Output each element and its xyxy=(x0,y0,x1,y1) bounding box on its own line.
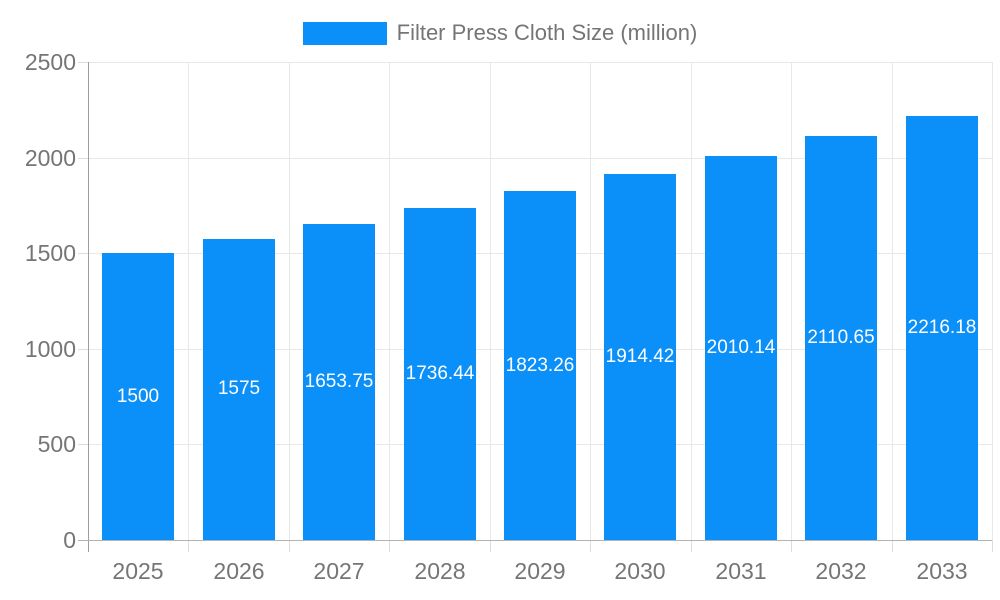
x-axis-tick-label: 2029 xyxy=(514,558,566,584)
y-axis-tick xyxy=(78,253,88,254)
gridline-vertical xyxy=(791,62,792,540)
x-axis-tick-label: 2025 xyxy=(112,558,164,584)
gridline-vertical xyxy=(289,62,290,540)
y-axis-tick xyxy=(78,444,88,445)
y-axis-tick-label: 1500 xyxy=(24,240,76,266)
gridline-horizontal xyxy=(88,62,992,63)
x-axis-tick-label: 2033 xyxy=(916,558,968,584)
legend-swatch xyxy=(302,21,387,45)
y-axis-tick-label: 500 xyxy=(37,431,76,457)
x-axis-tick xyxy=(791,540,792,552)
x-axis-tick xyxy=(892,540,893,552)
legend-label: Filter Press Cloth Size (million) xyxy=(396,20,698,45)
x-axis-tick xyxy=(490,540,491,552)
y-axis-tick xyxy=(78,349,88,350)
x-axis-tick xyxy=(389,540,390,552)
legend[interactable]: Filter Press Cloth Size (million) xyxy=(0,20,1000,46)
bar[interactable] xyxy=(404,208,476,540)
gridline-vertical xyxy=(892,62,893,540)
x-axis-tick-label: 2032 xyxy=(815,558,867,584)
x-axis-tick-label: 2031 xyxy=(715,558,767,584)
x-axis-tick xyxy=(289,540,290,552)
bar[interactable] xyxy=(303,224,375,540)
gridline-vertical xyxy=(691,62,692,540)
x-axis-tick-label: 2027 xyxy=(313,558,365,584)
gridline-vertical xyxy=(490,62,491,540)
y-axis-tick xyxy=(78,62,88,63)
x-axis-tick xyxy=(188,540,189,552)
y-axis-tick-label: 2500 xyxy=(24,49,76,75)
bar[interactable] xyxy=(604,174,676,540)
bar[interactable] xyxy=(705,156,777,540)
y-axis-tick-label: 2000 xyxy=(24,145,76,171)
bar[interactable] xyxy=(805,136,877,540)
x-axis-line xyxy=(78,540,992,541)
gridline-vertical xyxy=(389,62,390,540)
x-axis-tick-label: 2026 xyxy=(213,558,265,584)
x-axis-tick-label: 2028 xyxy=(414,558,466,584)
x-axis-tick xyxy=(691,540,692,552)
bar[interactable] xyxy=(906,116,978,540)
gridline-vertical xyxy=(188,62,189,540)
y-axis-tick-label: 0 xyxy=(63,527,76,553)
bar[interactable] xyxy=(203,239,275,540)
bar[interactable] xyxy=(504,191,576,540)
y-axis-line xyxy=(88,62,89,552)
gridline-vertical xyxy=(590,62,591,540)
x-axis-tick xyxy=(590,540,591,552)
x-axis-tick-label: 2030 xyxy=(614,558,666,584)
bar[interactable] xyxy=(102,253,174,540)
gridline-vertical xyxy=(992,62,993,540)
y-axis-tick-label: 1000 xyxy=(24,336,76,362)
gridline-horizontal xyxy=(88,158,992,159)
y-axis-tick xyxy=(78,158,88,159)
x-axis-tick xyxy=(992,540,993,552)
